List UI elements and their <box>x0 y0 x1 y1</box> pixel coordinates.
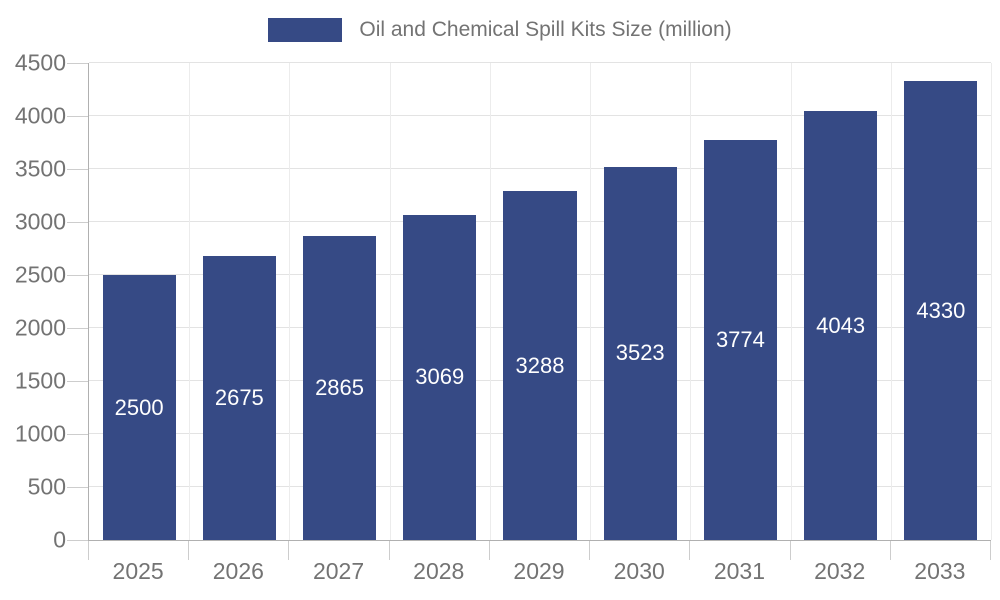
y-axis-tick <box>67 328 88 329</box>
y-axis-label: 3000 <box>14 208 66 235</box>
x-axis-label: 2028 <box>413 558 465 584</box>
y-axis-tick <box>67 275 88 276</box>
x-axis-label: 2027 <box>312 558 365 584</box>
x-axis-tick <box>488 541 490 560</box>
bar-value-label: 4043 <box>816 312 866 338</box>
x-axis-tick <box>288 541 290 560</box>
bar: 4043 <box>804 111 878 540</box>
bar: 2500 <box>102 275 176 540</box>
bar-slot: 4330 <box>891 63 991 540</box>
bar-value-label: 2675 <box>214 385 264 411</box>
bar-value-label: 3523 <box>615 340 665 366</box>
y-axis-tick <box>67 116 88 117</box>
plot-area: 2500 2675 2865 3069 3288 3523 3774 4043 4330 <box>88 62 992 541</box>
bar-row: 2500 2675 2865 3069 3288 3523 3774 4043 4330 <box>89 63 991 540</box>
x-axis-tick <box>589 541 591 560</box>
bar: 3774 <box>703 139 777 540</box>
bar-value-label: 2865 <box>315 375 365 401</box>
legend-swatch <box>268 18 343 42</box>
x-axis-tick <box>388 541 390 560</box>
bar-value-label: 3288 <box>515 352 565 378</box>
y-axis-label: 1500 <box>14 367 66 394</box>
y-axis-tick <box>67 381 88 382</box>
bar-slot: 3523 <box>590 63 690 540</box>
bar: 3069 <box>403 214 477 540</box>
y-axis-label: 2000 <box>14 314 66 341</box>
bar-slot: 4043 <box>791 63 891 540</box>
legend: Oil and Chemical Spill Kits Size (millio… <box>0 18 1000 42</box>
gridline-horizontal <box>89 62 991 63</box>
y-axis-label: 3500 <box>14 155 66 182</box>
x-axis-tick <box>990 541 991 560</box>
bar-slot: 2865 <box>289 63 389 540</box>
y-axis-tick <box>67 63 88 64</box>
gridline-vertical <box>289 63 291 540</box>
y-axis-label: 500 <box>27 473 66 500</box>
y-axis-tick <box>67 434 88 435</box>
y-axis-tick <box>67 169 88 170</box>
x-axis-label: 2025 <box>112 558 164 584</box>
gridline-vertical <box>690 63 692 540</box>
y-axis-label: 4000 <box>14 102 66 129</box>
x-axis-label: 2030 <box>613 558 665 584</box>
bar-slot: 3288 <box>490 63 590 540</box>
x-axis-tick <box>789 541 791 560</box>
gridline-vertical <box>189 63 191 540</box>
y-axis-label: 2500 <box>14 261 66 288</box>
gridline-vertical <box>489 63 491 540</box>
bar-value-label: 3069 <box>415 364 465 390</box>
bar: 2865 <box>302 236 377 540</box>
y-axis-tick <box>67 540 88 541</box>
gridline-horizontal <box>89 168 991 169</box>
gridline-vertical <box>590 63 592 540</box>
y-axis-label: 4500 <box>14 49 66 76</box>
bar-slot: 3069 <box>390 63 490 540</box>
y-axis-tick <box>67 222 88 223</box>
y-axis-label: 0 <box>53 526 66 553</box>
gridline-vertical <box>991 63 992 540</box>
gridline-vertical <box>790 63 792 540</box>
bar-slot: 3774 <box>690 63 790 540</box>
x-axis-label: 2032 <box>814 558 866 584</box>
bar: 3523 <box>603 166 677 540</box>
x-axis-label: 2026 <box>212 558 264 584</box>
bar: 2675 <box>202 256 276 540</box>
x-axis-tick <box>88 541 89 560</box>
bar-slot: 2675 <box>189 63 289 540</box>
x-axis-label: 2029 <box>513 558 565 584</box>
gridline-horizontal <box>89 115 991 116</box>
x-axis-tick <box>889 541 891 560</box>
x-axis-tick <box>188 541 190 560</box>
bar-slot: 2500 <box>89 63 189 540</box>
x-axis-label: 2033 <box>914 558 966 584</box>
bar-value-label: 3774 <box>715 326 765 352</box>
y-axis-tick <box>67 487 88 488</box>
gridline-vertical <box>890 63 892 540</box>
y-axis-label: 1000 <box>14 420 66 447</box>
x-axis-tick <box>689 541 691 560</box>
legend-label: Oil and Chemical Spill Kits Size (millio… <box>359 18 732 41</box>
gridline-vertical <box>389 63 391 540</box>
bar-value-label: 4330 <box>916 297 966 323</box>
bar: 4330 <box>904 81 978 540</box>
bar: 3288 <box>503 191 577 540</box>
bar-value-label: 2500 <box>114 394 164 420</box>
x-axis-label: 2031 <box>713 558 766 584</box>
